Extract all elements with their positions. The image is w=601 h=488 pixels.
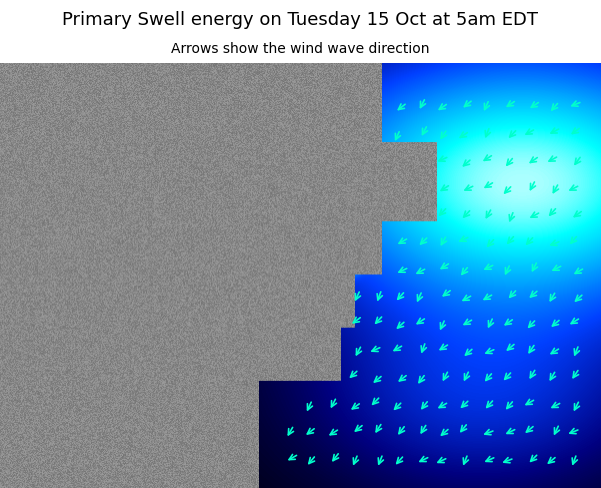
Text: Arrows show the wind wave direction: Arrows show the wind wave direction <box>171 42 430 57</box>
Text: Primary Swell energy on Tuesday 15 Oct at 5am EDT: Primary Swell energy on Tuesday 15 Oct a… <box>63 11 538 29</box>
